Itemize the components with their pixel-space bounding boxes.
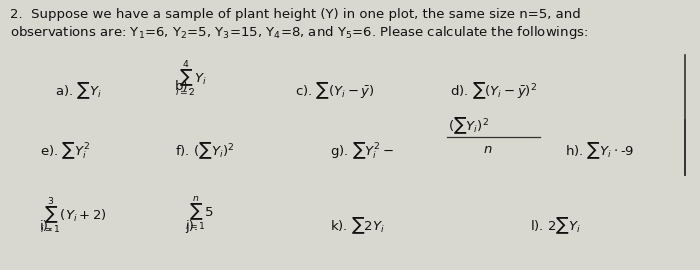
Text: d). $\sum(Y_i - \bar{y})^2$: d). $\sum(Y_i - \bar{y})^2$ [450, 80, 537, 101]
Text: g). $\sum Y_i^2 -$: g). $\sum Y_i^2 -$ [330, 140, 394, 161]
Text: a). $\sum Y_i$: a). $\sum Y_i$ [55, 80, 102, 101]
Text: h). $\sum Y_i\cdot$-9: h). $\sum Y_i\cdot$-9 [565, 140, 634, 161]
Text: b).: b). [175, 80, 192, 93]
Text: f). $(\sum Y_i)^2$: f). $(\sum Y_i)^2$ [175, 140, 234, 161]
Text: $\overset{n}{\underset{i=1}{\sum}} 5$: $\overset{n}{\underset{i=1}{\sum}} 5$ [185, 195, 214, 233]
Text: $(\sum Y_i)^2$: $(\sum Y_i)^2$ [448, 115, 489, 136]
Text: i).: i). [40, 220, 53, 233]
Text: k). $\sum 2Y_i$: k). $\sum 2Y_i$ [330, 215, 385, 236]
Text: observations are: Y$_1$=6, Y$_2$=5, Y$_3$=15, Y$_4$=8, and Y$_5$=6. Please calcu: observations are: Y$_1$=6, Y$_2$=5, Y$_3… [10, 24, 588, 41]
Text: j).: j). [185, 220, 198, 233]
Text: c). $\sum(Y_i - \bar{y})$: c). $\sum(Y_i - \bar{y})$ [295, 80, 374, 101]
Text: $\overset{4}{\underset{i=2}{\sum}} Y_i$: $\overset{4}{\underset{i=2}{\sum}} Y_i$ [175, 58, 207, 99]
Text: e). $\sum Y_i^2$: e). $\sum Y_i^2$ [40, 140, 90, 161]
Text: $n$: $n$ [483, 143, 493, 156]
Text: 2.  Suppose we have a sample of plant height (Y) in one plot, the same size n=5,: 2. Suppose we have a sample of plant hei… [10, 8, 581, 21]
Text: $\overset{3}{\underset{i=1}{\sum}}(Y_i+2)$: $\overset{3}{\underset{i=1}{\sum}}(Y_i+2… [40, 195, 106, 236]
Text: l). $2\sum Y_i$: l). $2\sum Y_i$ [530, 215, 581, 236]
